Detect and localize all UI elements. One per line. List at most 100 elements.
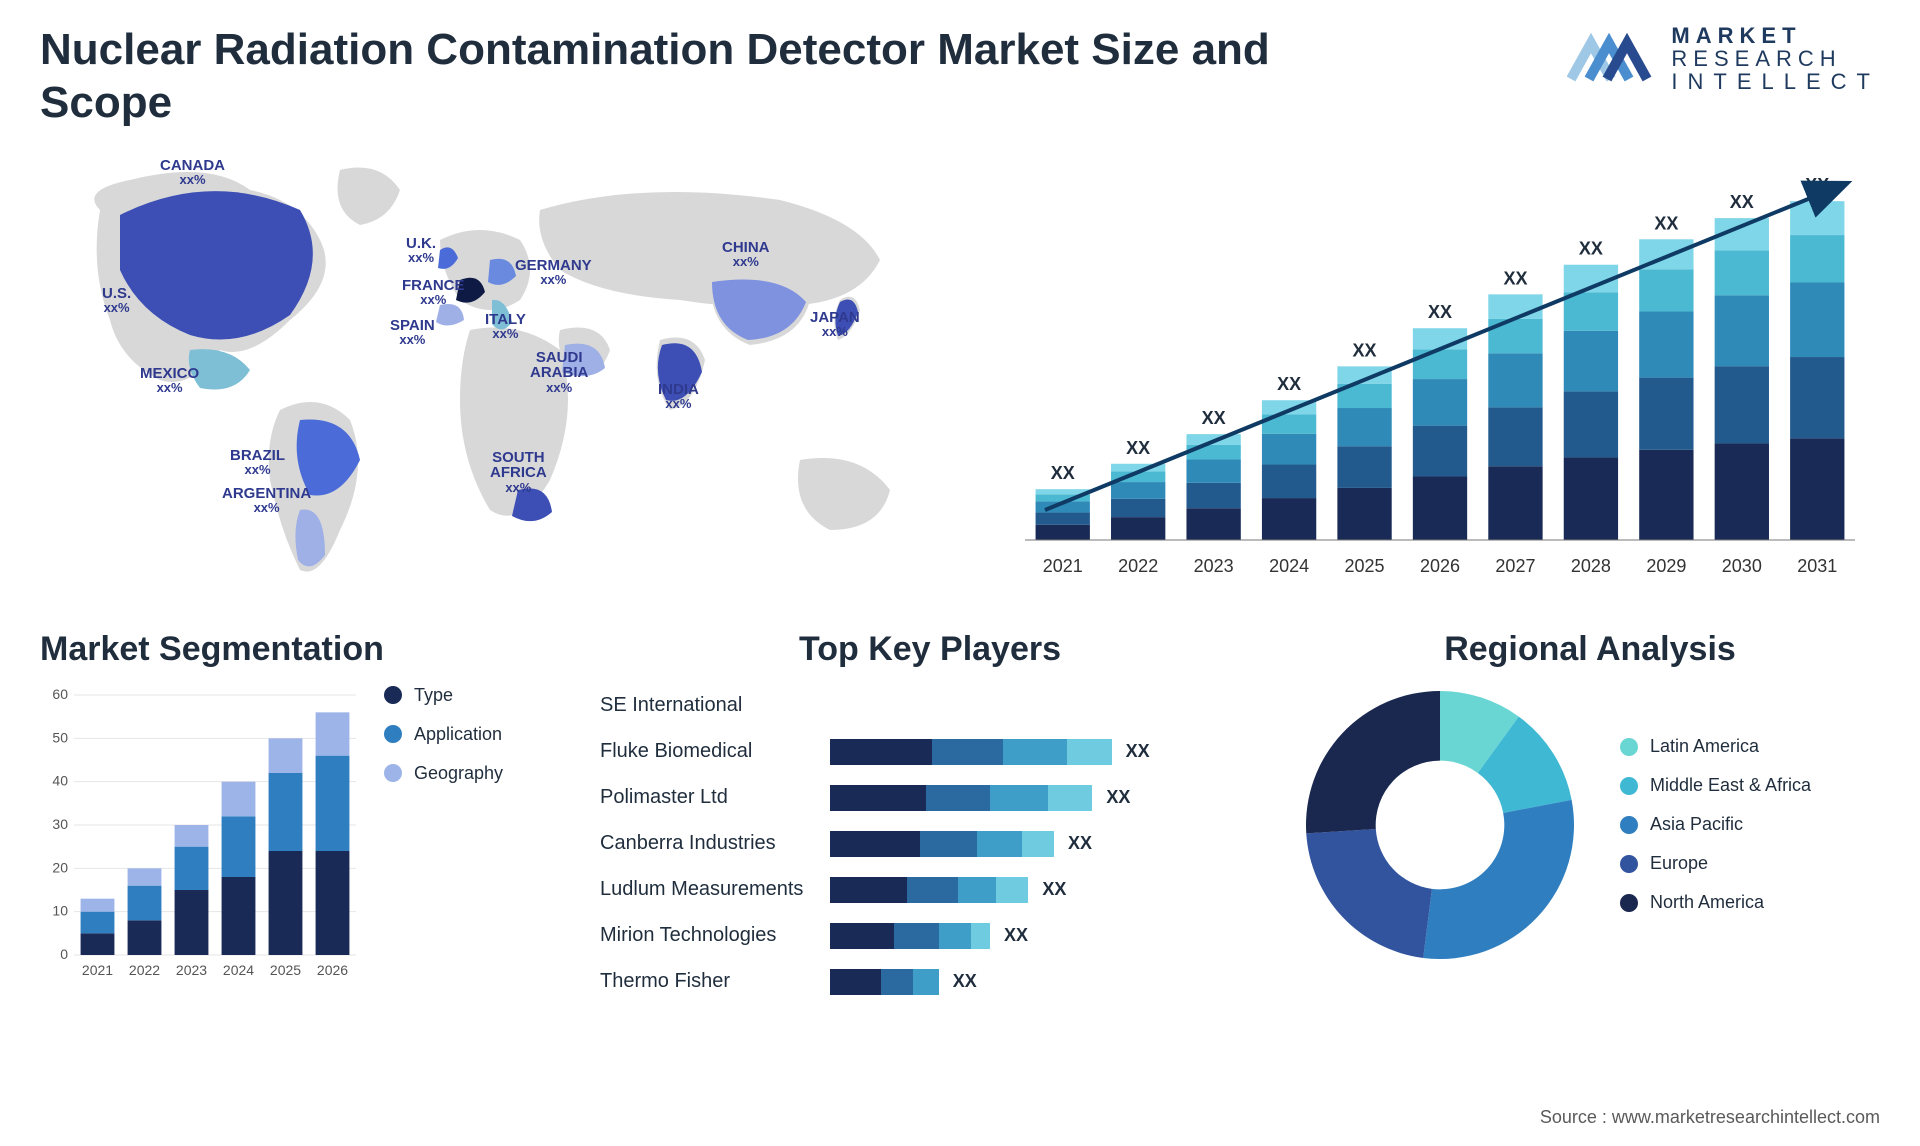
- player-bar-seg: [1048, 785, 1093, 811]
- growth-bar-label: XX: [1428, 302, 1452, 322]
- region-legend-item: Latin America: [1620, 736, 1811, 757]
- seg-ytick: 10: [52, 902, 68, 918]
- legend-label: Middle East & Africa: [1650, 775, 1811, 796]
- growth-bar: [1036, 512, 1090, 524]
- player-bar-wrap: XX: [830, 831, 1260, 857]
- player-bar: [830, 785, 1092, 811]
- player-bar-seg: [913, 969, 939, 995]
- growth-year-tick: 2022: [1118, 556, 1158, 576]
- growth-bar: [1715, 366, 1769, 443]
- seg-bar: [269, 738, 303, 773]
- seg-bar: [128, 920, 162, 955]
- seg-ytick: 40: [52, 772, 68, 788]
- growth-bar: [1639, 269, 1693, 311]
- donut-chart: [1300, 685, 1580, 965]
- seg-bar: [81, 911, 115, 933]
- growth-bar: [1790, 357, 1844, 438]
- growth-year-tick: 2028: [1571, 556, 1611, 576]
- player-bar-seg: [1067, 739, 1112, 765]
- map-label-mexico: MEXICOxx%: [140, 366, 199, 395]
- regional-legend: Latin AmericaMiddle East & AfricaAsia Pa…: [1620, 736, 1811, 913]
- player-bar-seg: [996, 877, 1028, 903]
- player-bar-seg: [830, 877, 907, 903]
- seg-bar: [269, 773, 303, 851]
- growth-bar: [1262, 464, 1316, 498]
- legend-swatch: [384, 764, 402, 782]
- map-label-india: INDIAxx%: [658, 382, 699, 411]
- growth-bar: [1111, 498, 1165, 516]
- growth-bar: [1413, 349, 1467, 379]
- seg-legend-item: Application: [384, 724, 503, 745]
- seg-bar: [222, 816, 256, 877]
- growth-bar-label: XX: [1126, 437, 1150, 457]
- player-bar-seg: [977, 831, 1022, 857]
- growth-chart: XX2021XX2022XX2023XX2024XX2025XX2026XX20…: [990, 150, 1880, 590]
- footer-source: Source : www.marketresearchintellect.com: [1540, 1107, 1880, 1128]
- regional-panel: Regional Analysis Latin AmericaMiddle Ea…: [1300, 630, 1880, 1003]
- growth-bar-label: XX: [1654, 213, 1678, 233]
- page-title: Nuclear Radiation Contamination Detector…: [40, 24, 1340, 130]
- brand-line3: INTELLECT: [1671, 70, 1880, 93]
- player-bar-seg: [830, 785, 926, 811]
- world-map: CANADAxx%U.S.xx%MEXICOxx%BRAZILxx%ARGENT…: [40, 150, 940, 590]
- player-value: XX: [1126, 741, 1150, 762]
- growth-bar: [1413, 379, 1467, 426]
- seg-ytick: 30: [52, 816, 68, 832]
- seg-bar: [316, 755, 350, 850]
- player-name: Thermo Fisher: [600, 970, 830, 993]
- legend-label: Geography: [414, 763, 503, 784]
- map-label-italy: ITALYxx%: [485, 312, 526, 341]
- growth-bar: [1488, 407, 1542, 466]
- growth-year-tick: 2029: [1646, 556, 1686, 576]
- growth-bar: [1488, 353, 1542, 407]
- growth-bar: [1337, 408, 1391, 446]
- growth-bar: [1186, 459, 1240, 482]
- growth-bar: [1790, 235, 1844, 282]
- seg-year-tick: 2024: [223, 962, 254, 978]
- player-bar-seg: [939, 923, 971, 949]
- player-row: Thermo Fisher XX: [600, 961, 1260, 1003]
- brand-line1: MARKET: [1671, 24, 1880, 47]
- seg-bar: [316, 712, 350, 755]
- region-legend-item: Europe: [1620, 853, 1811, 874]
- player-value: XX: [1106, 787, 1130, 808]
- growth-bar: [1715, 295, 1769, 366]
- seg-year-tick: 2022: [129, 962, 160, 978]
- growth-bar-label: XX: [1051, 463, 1075, 483]
- seg-bar: [81, 898, 115, 911]
- growth-bar-label: XX: [1579, 238, 1603, 258]
- growth-bar: [1564, 457, 1618, 540]
- player-row: Ludlum MeasurementsXX: [600, 869, 1260, 911]
- player-row: SE International: [600, 685, 1260, 727]
- legend-swatch: [1620, 816, 1638, 834]
- growth-bar: [1337, 446, 1391, 488]
- player-value: XX: [953, 971, 977, 992]
- player-row: Mirion TechnologiesXX: [600, 915, 1260, 957]
- player-bar-seg: [830, 739, 932, 765]
- brand-logo: MARKET RESEARCH INTELLECT: [1567, 24, 1880, 93]
- growth-bar: [1564, 391, 1618, 457]
- player-name: Ludlum Measurements: [600, 878, 830, 901]
- player-bar-wrap: XX: [830, 923, 1260, 949]
- growth-svg: XX2021XX2022XX2023XX2024XX2025XX2026XX20…: [990, 150, 1880, 590]
- seg-year-tick: 2025: [270, 962, 301, 978]
- growth-bar: [1715, 443, 1769, 540]
- growth-year-tick: 2024: [1269, 556, 1309, 576]
- player-bar-seg: [971, 923, 990, 949]
- growth-bar: [1488, 466, 1542, 540]
- seg-bar: [316, 851, 350, 955]
- growth-bar: [1262, 498, 1316, 540]
- player-row: Fluke BiomedicalXX: [600, 731, 1260, 773]
- seg-bar: [81, 933, 115, 955]
- player-bar-seg: [990, 785, 1048, 811]
- legend-swatch: [1620, 855, 1638, 873]
- growth-bar-label: XX: [1503, 268, 1527, 288]
- players-list: SE InternationalFluke BiomedicalXXPolima…: [600, 685, 1260, 1003]
- player-value: XX: [1068, 833, 1092, 854]
- growth-bar-label: XX: [1730, 192, 1754, 212]
- player-name: Canberra Industries: [600, 832, 830, 855]
- growth-bar-label: XX: [1353, 340, 1377, 360]
- player-bar-seg: [881, 969, 913, 995]
- player-bar-wrap: XX: [830, 739, 1260, 765]
- growth-bar: [1111, 482, 1165, 499]
